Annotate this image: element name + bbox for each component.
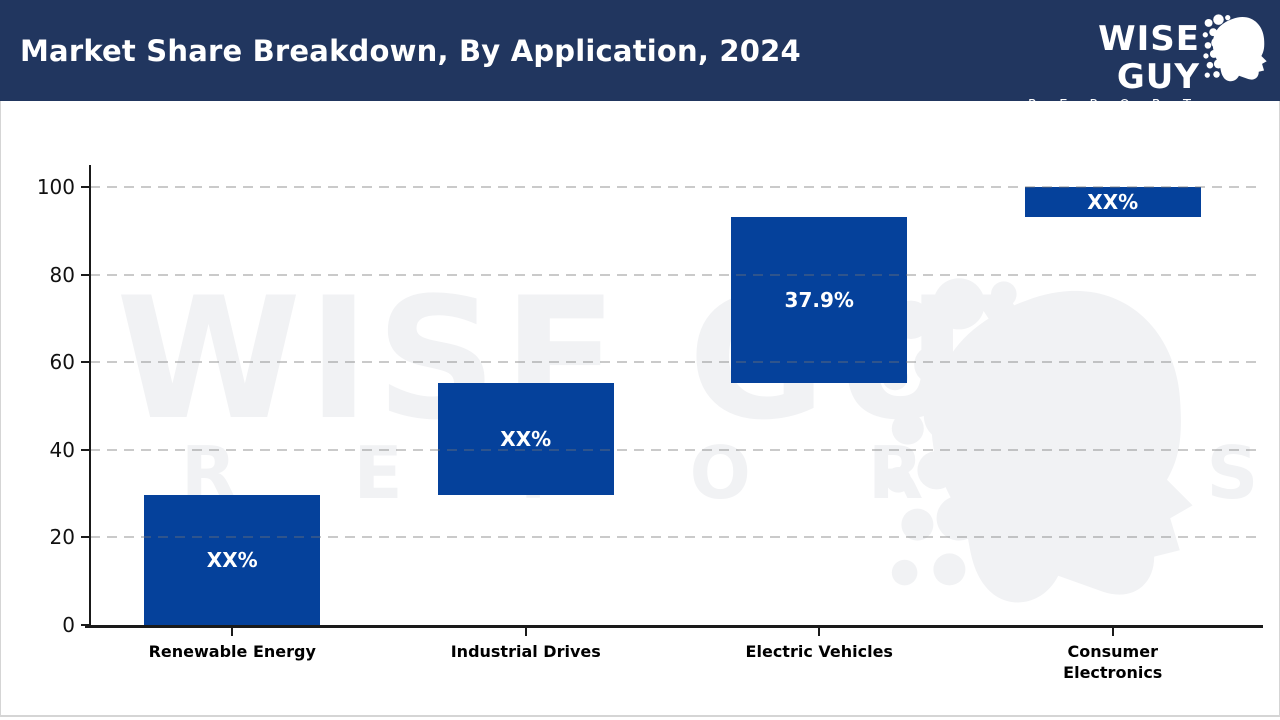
bar-value-label: XX%: [206, 547, 258, 572]
bar-renewable-energy: XX%: [144, 494, 321, 625]
x-axis-category-label: Renewable Energy: [148, 642, 316, 661]
x-axis-line: [85, 625, 1263, 628]
y-axis-tick-label: 40: [49, 437, 75, 462]
x-axis-tick: [524, 628, 527, 636]
y-axis-tick: [81, 448, 89, 451]
axes-layer: 0 20 40 60 80 100 Renewable Energy Industrial D…: [1, 101, 1279, 715]
y-axis-tick-label: 60: [49, 350, 75, 375]
y-axis-tick-label: 20: [49, 525, 75, 550]
logo-wordmark: WISE GUY: [1098, 19, 1200, 97]
x-axis-tick: [818, 628, 821, 636]
bar-electric-vehicles: 37.9%: [731, 217, 908, 384]
y-axis-tick-label: 100: [36, 175, 75, 199]
y-axis-tick-label: 0: [62, 613, 75, 637]
y-axis-tick: [81, 186, 89, 188]
wiseguy-logo: WISE GUY R E P O R T S: [1018, 6, 1268, 129]
x-axis-category-label: Consumer Electronics: [1063, 642, 1163, 682]
y-axis-tick: [81, 273, 89, 276]
x-axis-category-label: Industrial Drives: [450, 642, 601, 661]
header: Market Share Breakdown, By Application, …: [0, 0, 1280, 129]
y-axis-tick: [81, 624, 89, 626]
wiseguy-head-icon: [1202, 14, 1267, 82]
y-axis-tick: [81, 361, 89, 364]
bar-value-label: XX%: [1087, 190, 1139, 215]
bar-industrial-drives: XX%: [437, 383, 614, 495]
bar-value-label: 37.9%: [784, 288, 854, 313]
bar-consumer-electronics: XX%: [1024, 187, 1201, 218]
x-axis-tick: [1111, 628, 1114, 636]
y-axis-line: [89, 165, 91, 628]
chart-title: Market Share Breakdown, By Application, …: [20, 33, 801, 68]
y-axis-tick: [81, 536, 89, 539]
bars-layer: XX% XX% 37.9% XX%: [1, 101, 1279, 715]
bar-value-label: XX%: [500, 427, 552, 452]
x-axis-tick: [231, 628, 234, 636]
y-axis-tick-label: 80: [49, 262, 75, 287]
x-axis-category-label: Electric Vehicles: [745, 642, 893, 661]
